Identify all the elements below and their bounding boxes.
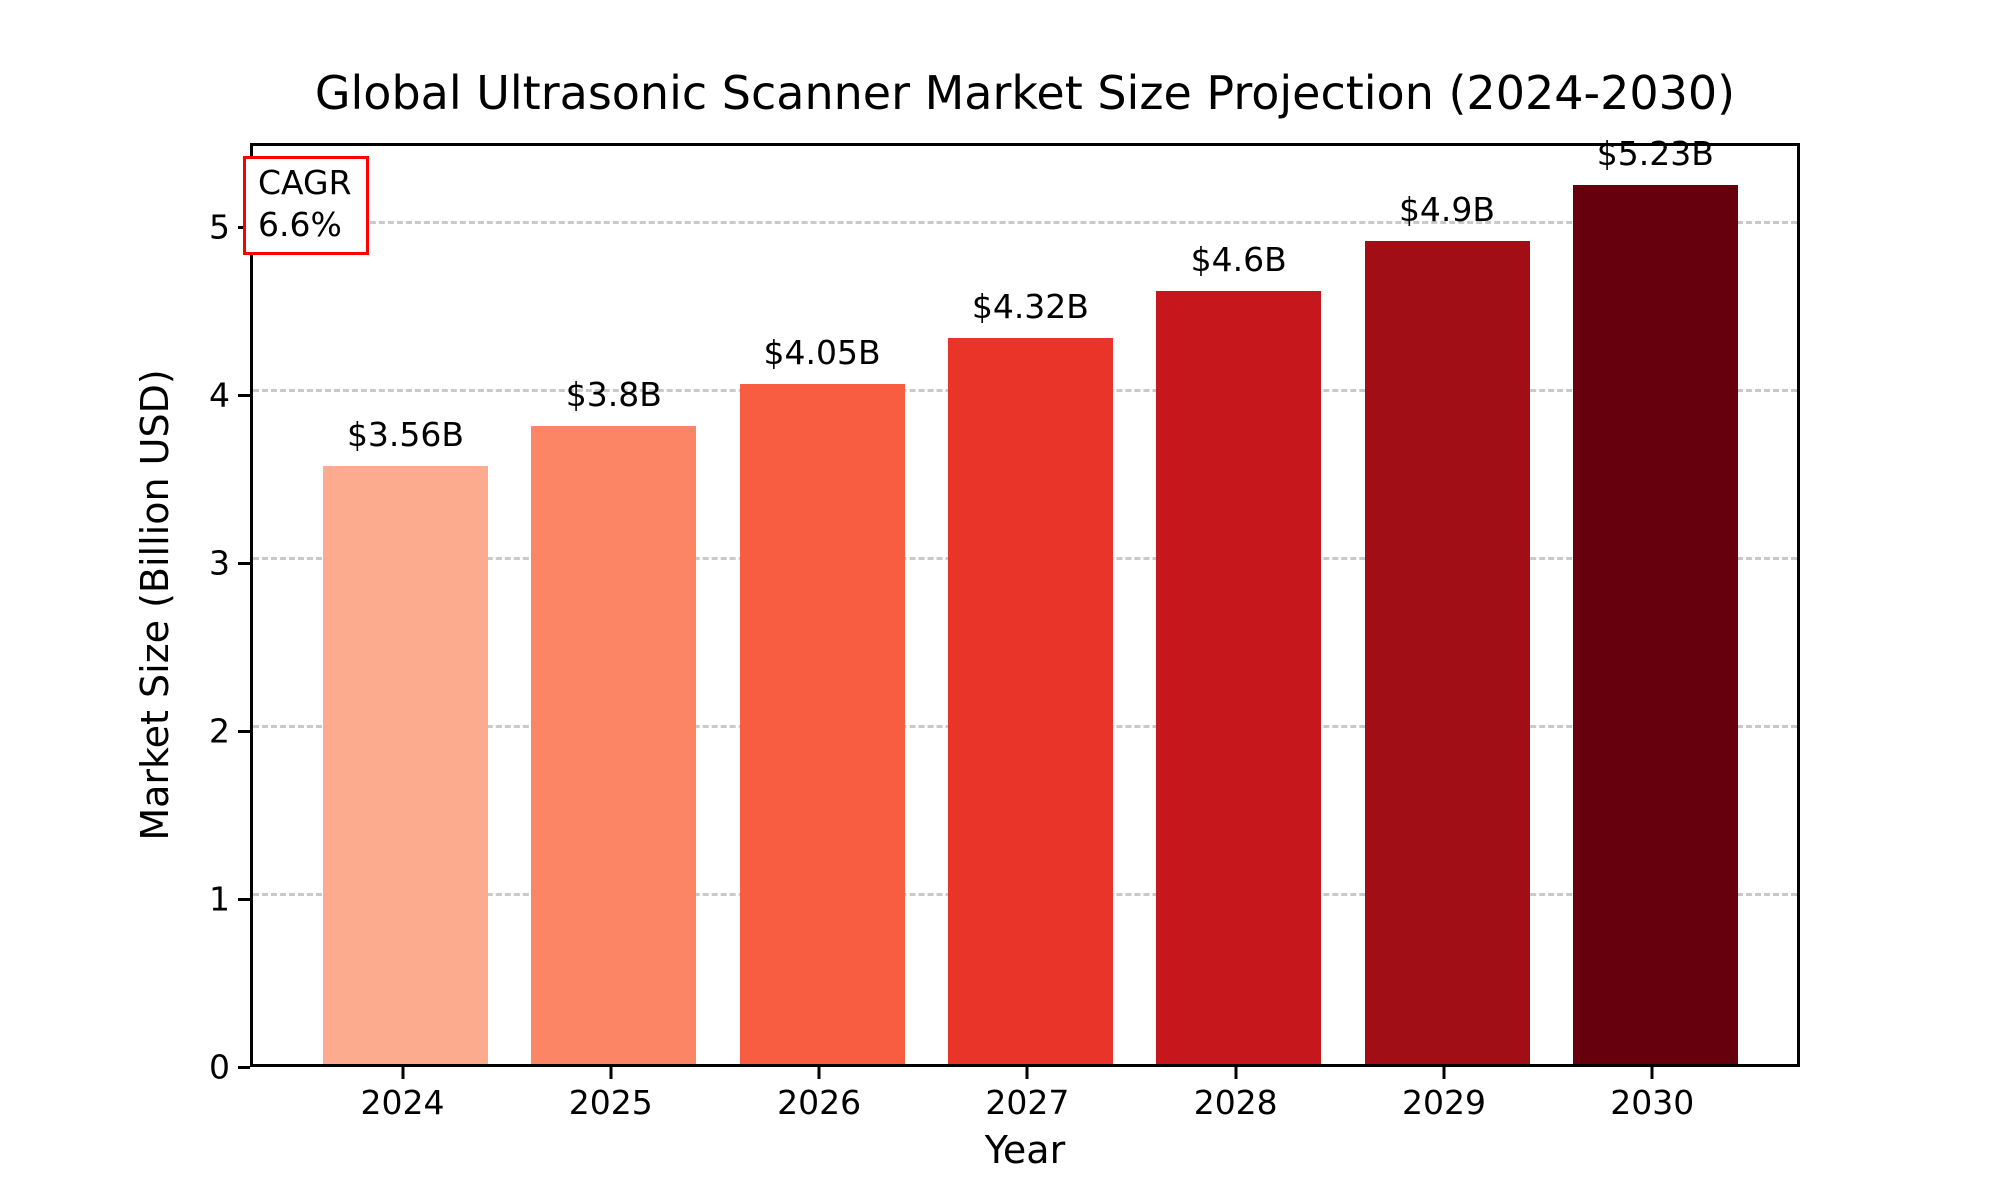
- ytick-label-2: 2: [209, 711, 230, 751]
- xtick-mark-2024: [401, 1067, 404, 1079]
- bar-2025: [531, 425, 697, 1064]
- cagr-annotation-line2: 6.6%: [258, 205, 342, 244]
- xtick-mark-2030: [1650, 1067, 1654, 1079]
- bar-value-label-2027: $4.32B: [971, 287, 1089, 327]
- bar-value-label-2029: $4.9B: [1398, 189, 1496, 229]
- bar-value-label-2028: $4.6B: [1190, 240, 1287, 280]
- xtick-label-2030: 2030: [1610, 1083, 1695, 1122]
- bar-2028: [1156, 291, 1322, 1064]
- bar-2030: [1572, 185, 1738, 1064]
- xtick-label-2029: 2029: [1402, 1083, 1486, 1122]
- ytick-label-0: 0: [209, 1047, 230, 1087]
- bar-value-label-2024: $3.56B: [346, 414, 465, 454]
- bar-value-label-2025: $3.8B: [565, 374, 662, 414]
- xtick-mark-2027: [1025, 1067, 1029, 1079]
- xtick-label-2025: 2025: [568, 1083, 653, 1122]
- xtick-mark-2025: [609, 1067, 613, 1079]
- plot-area: CAGR 6.6% $3.56B $3.8B $4.05B $4.32B $4.6B $4…: [243, 134, 1800, 1067]
- ytick-label-3: 3: [209, 543, 230, 583]
- cagr-annotation: CAGR 6.6%: [243, 156, 369, 255]
- ytick-mark-4: [238, 393, 250, 397]
- ytick-label-5: 5: [209, 207, 230, 247]
- xtick-label-2026: 2026: [777, 1083, 862, 1122]
- gridline-y-5: [253, 221, 1797, 224]
- xtick-mark-2026: [817, 1067, 821, 1079]
- bar-2029: [1364, 240, 1530, 1064]
- xtick-mark-2029: [1442, 1067, 1446, 1079]
- xtick-label-2028: 2028: [1193, 1083, 1278, 1122]
- ytick-mark-1: [238, 897, 250, 901]
- cagr-annotation-line1: CAGR: [258, 163, 352, 202]
- ytick-label-4: 4: [209, 375, 230, 415]
- bar-value-label-2030: $5.23B: [1596, 134, 1714, 174]
- bar-value-label-2026: $4.05B: [763, 332, 881, 372]
- ytick-mark-0: [238, 1065, 250, 1069]
- ytick-mark-2: [238, 729, 250, 733]
- bar-2027: [947, 338, 1113, 1064]
- bar-2024: [323, 465, 488, 1064]
- ytick-label-1: 1: [209, 879, 230, 919]
- xtick-label-2027: 2027: [985, 1083, 1070, 1122]
- x-axis-label: Year: [984, 1128, 1066, 1172]
- xtick-label-2024: 2024: [360, 1083, 445, 1122]
- y-axis-label: Market Size (Billion USD): [133, 369, 177, 841]
- bar-2026: [739, 383, 905, 1064]
- chart-title: Global Ultrasonic Scanner Market Size Pr…: [314, 66, 1736, 120]
- xtick-mark-2028: [1234, 1067, 1238, 1079]
- ytick-mark-3: [238, 561, 250, 565]
